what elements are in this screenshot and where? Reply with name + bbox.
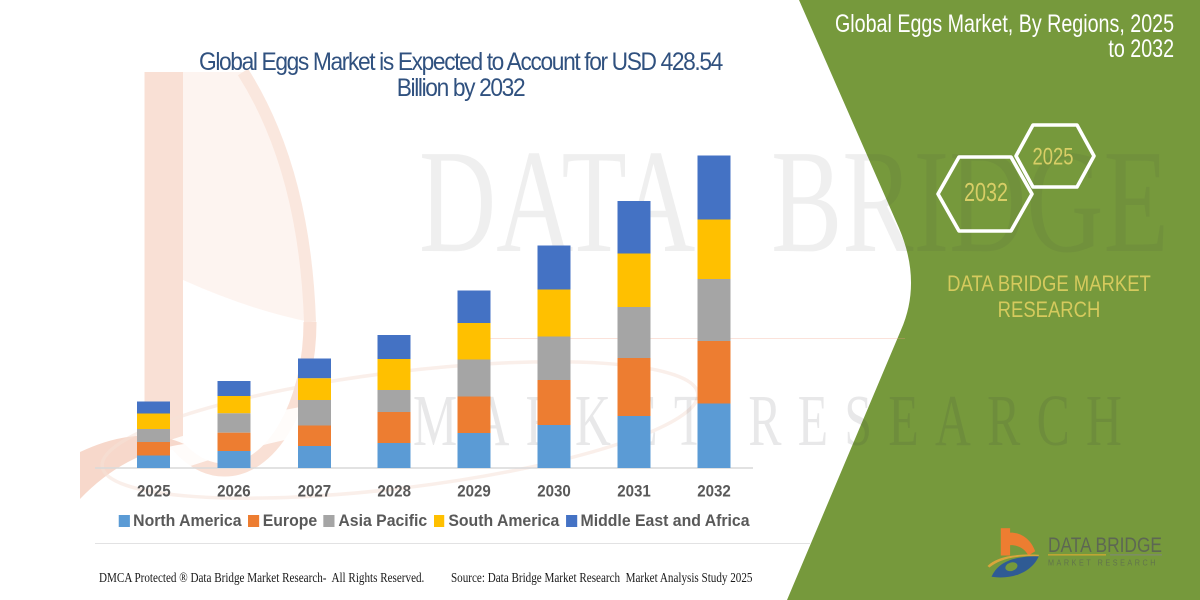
svg-text:2029: 2029 [457,482,491,501]
svg-text:2032: 2032 [964,177,1008,207]
svg-text:2028: 2028 [377,482,411,501]
svg-text:2026: 2026 [217,482,251,501]
svg-text:2025: 2025 [1033,144,1074,171]
svg-text:2032: 2032 [697,482,731,501]
svg-text:2025: 2025 [137,482,171,501]
svg-text:MARKET RESEARCH: MARKET RESEARCH [1048,559,1158,568]
svg-text:2027: 2027 [298,482,332,501]
svg-text:2030: 2030 [537,482,571,501]
svg-text:DATA BRIDGE: DATA BRIDGE [1048,533,1162,557]
svg-text:2031: 2031 [617,482,651,501]
